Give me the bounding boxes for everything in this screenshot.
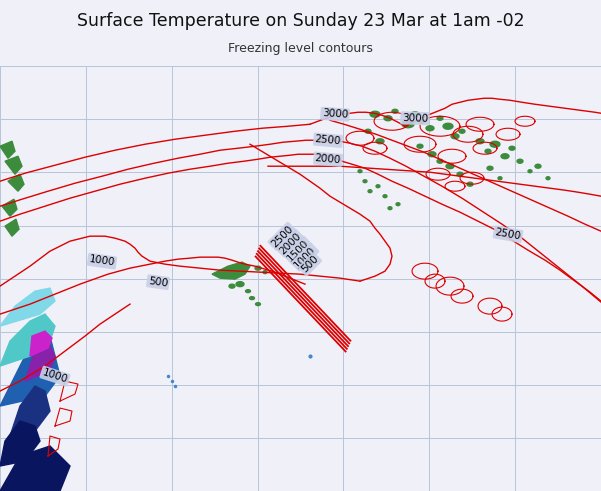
Polygon shape bbox=[476, 139, 484, 144]
Polygon shape bbox=[437, 159, 443, 163]
Polygon shape bbox=[376, 139, 384, 144]
Polygon shape bbox=[437, 116, 443, 120]
Polygon shape bbox=[363, 180, 367, 183]
Text: Surface Temperature on Sunday 23 Mar at 1am -02: Surface Temperature on Sunday 23 Mar at … bbox=[77, 12, 524, 30]
Text: 1500: 1500 bbox=[285, 237, 311, 263]
Polygon shape bbox=[0, 446, 70, 491]
Polygon shape bbox=[0, 421, 40, 466]
Polygon shape bbox=[459, 129, 465, 133]
Text: 1000: 1000 bbox=[292, 245, 318, 270]
Polygon shape bbox=[417, 144, 423, 148]
Polygon shape bbox=[457, 172, 463, 176]
Polygon shape bbox=[485, 149, 491, 153]
Polygon shape bbox=[368, 190, 372, 192]
Polygon shape bbox=[451, 134, 459, 139]
Polygon shape bbox=[501, 154, 509, 159]
Polygon shape bbox=[10, 386, 50, 436]
Polygon shape bbox=[263, 271, 267, 273]
Text: 2500: 2500 bbox=[269, 223, 295, 249]
Polygon shape bbox=[517, 159, 523, 163]
Text: 1000: 1000 bbox=[41, 367, 69, 385]
Text: 2000: 2000 bbox=[314, 153, 341, 165]
Polygon shape bbox=[546, 177, 550, 180]
Polygon shape bbox=[0, 314, 55, 366]
Polygon shape bbox=[370, 111, 380, 117]
Polygon shape bbox=[402, 121, 414, 128]
Polygon shape bbox=[358, 170, 362, 173]
Text: 3000: 3000 bbox=[322, 109, 349, 120]
Text: 500: 500 bbox=[299, 254, 320, 274]
Polygon shape bbox=[365, 129, 371, 133]
Polygon shape bbox=[487, 166, 493, 170]
Polygon shape bbox=[388, 207, 392, 210]
Polygon shape bbox=[498, 177, 502, 180]
Polygon shape bbox=[509, 146, 515, 150]
Polygon shape bbox=[212, 262, 250, 279]
Text: 500: 500 bbox=[148, 276, 168, 288]
Polygon shape bbox=[426, 126, 434, 131]
Polygon shape bbox=[5, 219, 19, 236]
Text: 2500: 2500 bbox=[314, 134, 341, 146]
Polygon shape bbox=[467, 182, 473, 186]
Polygon shape bbox=[2, 199, 17, 216]
Text: Freezing level contours: Freezing level contours bbox=[228, 42, 373, 55]
Text: 1000: 1000 bbox=[88, 254, 115, 268]
Polygon shape bbox=[443, 123, 453, 129]
Polygon shape bbox=[25, 346, 55, 381]
Polygon shape bbox=[8, 174, 24, 191]
Polygon shape bbox=[0, 141, 15, 158]
Polygon shape bbox=[0, 321, 60, 406]
Polygon shape bbox=[383, 195, 387, 198]
Polygon shape bbox=[236, 282, 244, 287]
Polygon shape bbox=[30, 331, 52, 356]
Text: 3000: 3000 bbox=[402, 113, 429, 124]
Polygon shape bbox=[396, 203, 400, 206]
Polygon shape bbox=[411, 112, 419, 117]
Polygon shape bbox=[5, 156, 22, 174]
Polygon shape bbox=[376, 185, 380, 188]
Polygon shape bbox=[446, 164, 454, 169]
Polygon shape bbox=[384, 116, 392, 121]
Polygon shape bbox=[528, 170, 532, 173]
Polygon shape bbox=[255, 302, 260, 305]
Polygon shape bbox=[428, 152, 436, 157]
Polygon shape bbox=[0, 288, 55, 326]
Polygon shape bbox=[255, 266, 261, 270]
Polygon shape bbox=[535, 164, 541, 168]
Polygon shape bbox=[392, 109, 398, 113]
Polygon shape bbox=[229, 284, 235, 288]
Text: 2500: 2500 bbox=[494, 227, 522, 242]
Polygon shape bbox=[246, 290, 251, 293]
Polygon shape bbox=[490, 141, 500, 147]
Text: 2000: 2000 bbox=[277, 230, 303, 256]
Polygon shape bbox=[419, 119, 425, 123]
Polygon shape bbox=[249, 297, 254, 300]
